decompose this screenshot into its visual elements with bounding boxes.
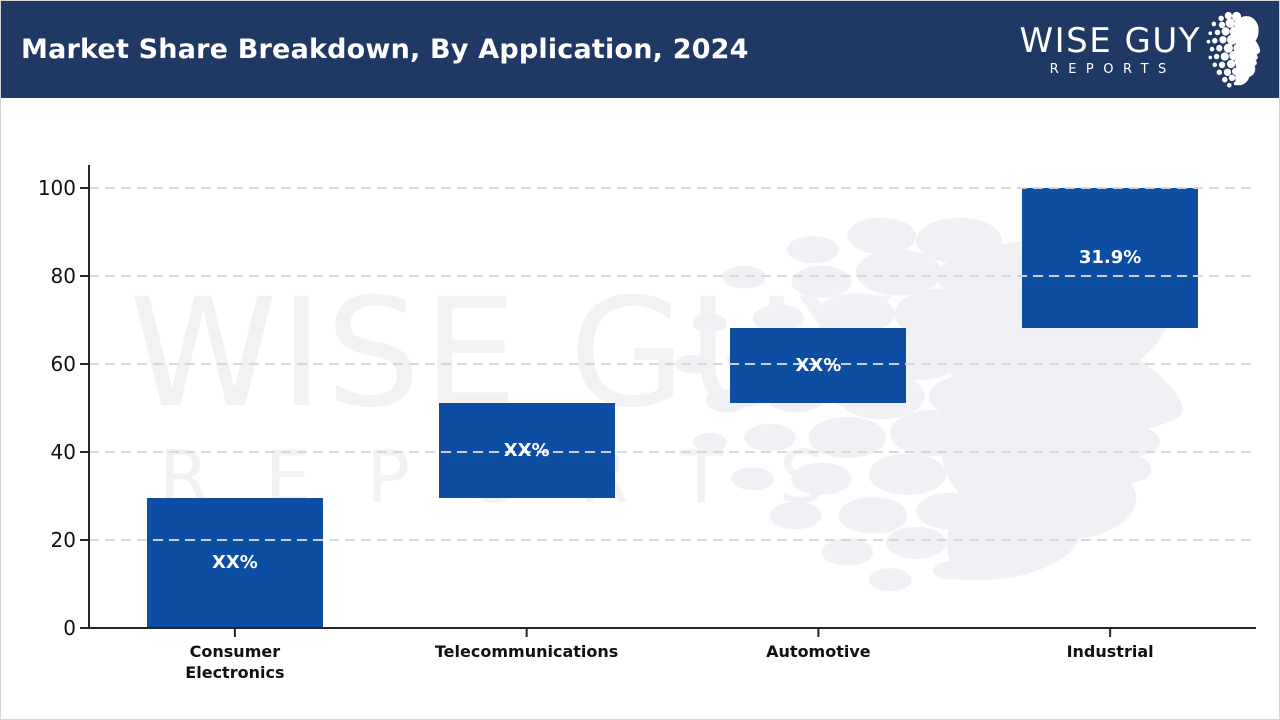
y-axis-label-60: 60 xyxy=(50,352,76,376)
bar-value-label-industrial: 31.9% xyxy=(1078,247,1142,269)
bar-value-label-consumer-electronics: XX% xyxy=(211,552,258,574)
y-axis-label-100: 100 xyxy=(37,176,76,200)
x-axis-label-consumer-electronics: Consumer Electronics xyxy=(185,642,285,682)
y-axis-label-20: 20 xyxy=(50,528,76,552)
logo-head-icon xyxy=(1206,11,1261,88)
bar-automotive xyxy=(730,328,907,404)
x-axis-label-telecommunications: Telecommunications xyxy=(434,642,619,661)
logo-sub-text: REPORTS xyxy=(1049,61,1176,77)
y-axis-label-0: 0 xyxy=(63,616,76,640)
y-axis-label-80: 80 xyxy=(50,264,76,288)
header-bar: Market Share Breakdown, By Application, … xyxy=(1,1,1279,98)
wise-guy-logo: WISE GUY REPORTS xyxy=(1019,11,1261,89)
bar-consumer-electronics xyxy=(146,498,323,628)
logo-text: WISE GUY REPORTS xyxy=(1019,23,1201,77)
bar-value-label-telecommunications: XX% xyxy=(503,439,550,461)
x-axis-label-industrial: Industrial xyxy=(1066,642,1154,661)
x-axis-label-automotive: Automotive xyxy=(766,642,871,661)
bar-industrial xyxy=(1022,188,1199,329)
page-title: Market Share Breakdown, By Application, … xyxy=(21,34,749,65)
y-axis-label-40: 40 xyxy=(50,440,76,464)
bar-value-label-automotive: XX% xyxy=(795,354,842,376)
logo-brand-text: WISE GUY xyxy=(1019,20,1201,61)
bar-telecommunications xyxy=(438,403,615,499)
